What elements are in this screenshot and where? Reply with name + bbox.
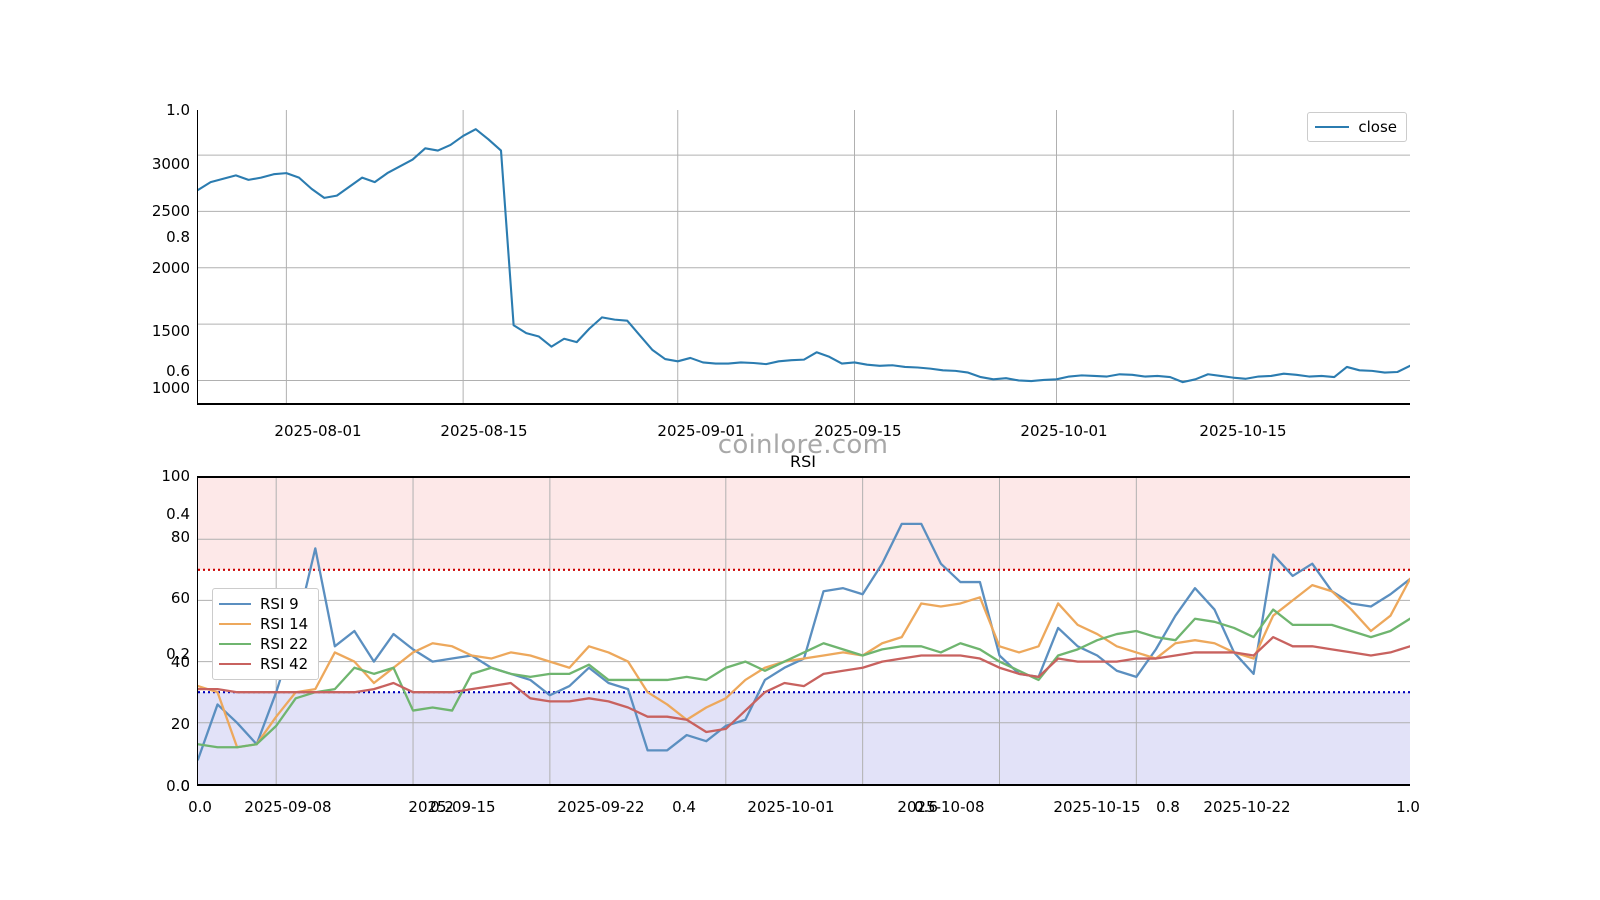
price-xtick-4: 2025-10-01 xyxy=(1020,422,1108,440)
price-xtick-1: 2025-08-15 xyxy=(440,422,528,440)
rsi-xtick-date-0: 2025-09-08 xyxy=(244,798,332,816)
price-ytick-1000: 1000 xyxy=(151,379,190,397)
rsi-chart-panel xyxy=(197,476,1410,786)
rsi-xtick-date-3: 2025-10-01 xyxy=(747,798,835,816)
price-ytick-norm-0.6: 0.6 xyxy=(166,362,190,380)
rsi-legend-row-0: RSI 9 xyxy=(219,594,308,614)
rsi-ytick-0: 0 xyxy=(180,777,190,795)
rsi-xtick-date-6: 2025-10-22 xyxy=(1203,798,1291,816)
price-ytick-norm-0.8: 0.8 xyxy=(166,228,190,246)
rsi-xtick-date-5: 2025-10-15 xyxy=(1053,798,1141,816)
rsi-lines-svg xyxy=(198,478,1410,784)
rsi14-legend-swatch xyxy=(219,623,251,625)
close-legend-label: close xyxy=(1358,118,1397,136)
price-xtick-5: 2025-10-15 xyxy=(1199,422,1287,440)
rsi-xtick-date-1: 2025-09-15 xyxy=(408,798,496,816)
rsi-ytick-norm-0.2: 0.2 xyxy=(166,645,190,663)
rsi-xtick-norm-3: 0.6 xyxy=(914,798,938,816)
price-xtick-3: 2025-09-15 xyxy=(814,422,902,440)
price-ytick-2000: 2000 xyxy=(151,259,190,277)
price-ytick-2500: 2500 xyxy=(151,202,190,220)
rsi-xtick-norm-4: 0.8 xyxy=(1156,798,1180,816)
rsi-ytick-60: 60 xyxy=(170,589,190,607)
price-line-close xyxy=(198,129,1410,382)
rsi-ytick-100: 100 xyxy=(161,467,190,485)
rsi-line-rsi-14 xyxy=(198,579,1410,747)
rsi-ytick-norm-0.0: 0.0 xyxy=(166,777,190,795)
price-ytick-3000: 3000 xyxy=(151,155,190,173)
rsi9-legend-label: RSI 9 xyxy=(260,594,299,613)
rsi-line-rsi-22 xyxy=(198,610,1410,748)
rsi-xtick-norm-1: 0.2 xyxy=(430,798,454,816)
coinlore-watermark: coinlore.com xyxy=(717,430,889,460)
rsi14-legend-label: RSI 14 xyxy=(260,614,309,633)
rsi-legend: RSI 9 RSI 14 RSI 22 RSI 42 xyxy=(212,588,320,680)
price-chart-panel: close xyxy=(197,110,1410,405)
rsi-legend-row-2: RSI 22 xyxy=(219,634,308,654)
rsi-line-rsi-42 xyxy=(198,637,1410,732)
rsi-ytick-40: 40 xyxy=(170,653,190,671)
price-plot-area xyxy=(198,110,1410,403)
rsi-ytick-norm-0.4: 0.4 xyxy=(166,505,190,523)
rsi-overbought-band xyxy=(198,478,1410,570)
rsi-oversold-band xyxy=(198,692,1410,784)
price-ytick-1500: 1500 xyxy=(151,322,190,340)
rsi22-legend-label: RSI 22 xyxy=(260,634,309,653)
rsi-xtick-date-2: 2025-09-22 xyxy=(557,798,645,816)
rsi22-legend-swatch xyxy=(219,643,251,645)
rsi-plot-area xyxy=(198,478,1410,784)
rsi-xtick-norm-0: 0.0 xyxy=(188,798,212,816)
rsi-xtick-date-4: 2025-10-08 xyxy=(897,798,985,816)
rsi-xtick-norm-2: 0.4 xyxy=(672,798,696,816)
rsi-panel-title: RSI xyxy=(790,452,816,471)
price-legend: close xyxy=(1307,112,1407,142)
close-legend-swatch xyxy=(1315,126,1350,128)
rsi42-legend-swatch xyxy=(219,663,251,665)
rsi-ytick-20: 20 xyxy=(170,715,190,733)
price-xtick-0: 2025-08-01 xyxy=(274,422,362,440)
rsi-ytick-80: 80 xyxy=(170,528,190,546)
rsi-legend-row-3: RSI 42 xyxy=(219,654,308,674)
rsi-legend-row-1: RSI 14 xyxy=(219,614,308,634)
rsi42-legend-label: RSI 42 xyxy=(260,654,309,673)
price-xtick-2: 2025-09-01 xyxy=(657,422,745,440)
rsi9-legend-swatch xyxy=(219,603,251,605)
price-line-svg xyxy=(198,110,1410,403)
rsi-xtick-norm-5: 1.0 xyxy=(1396,798,1420,816)
price-ytick-norm-1.0: 1.0 xyxy=(166,101,190,119)
